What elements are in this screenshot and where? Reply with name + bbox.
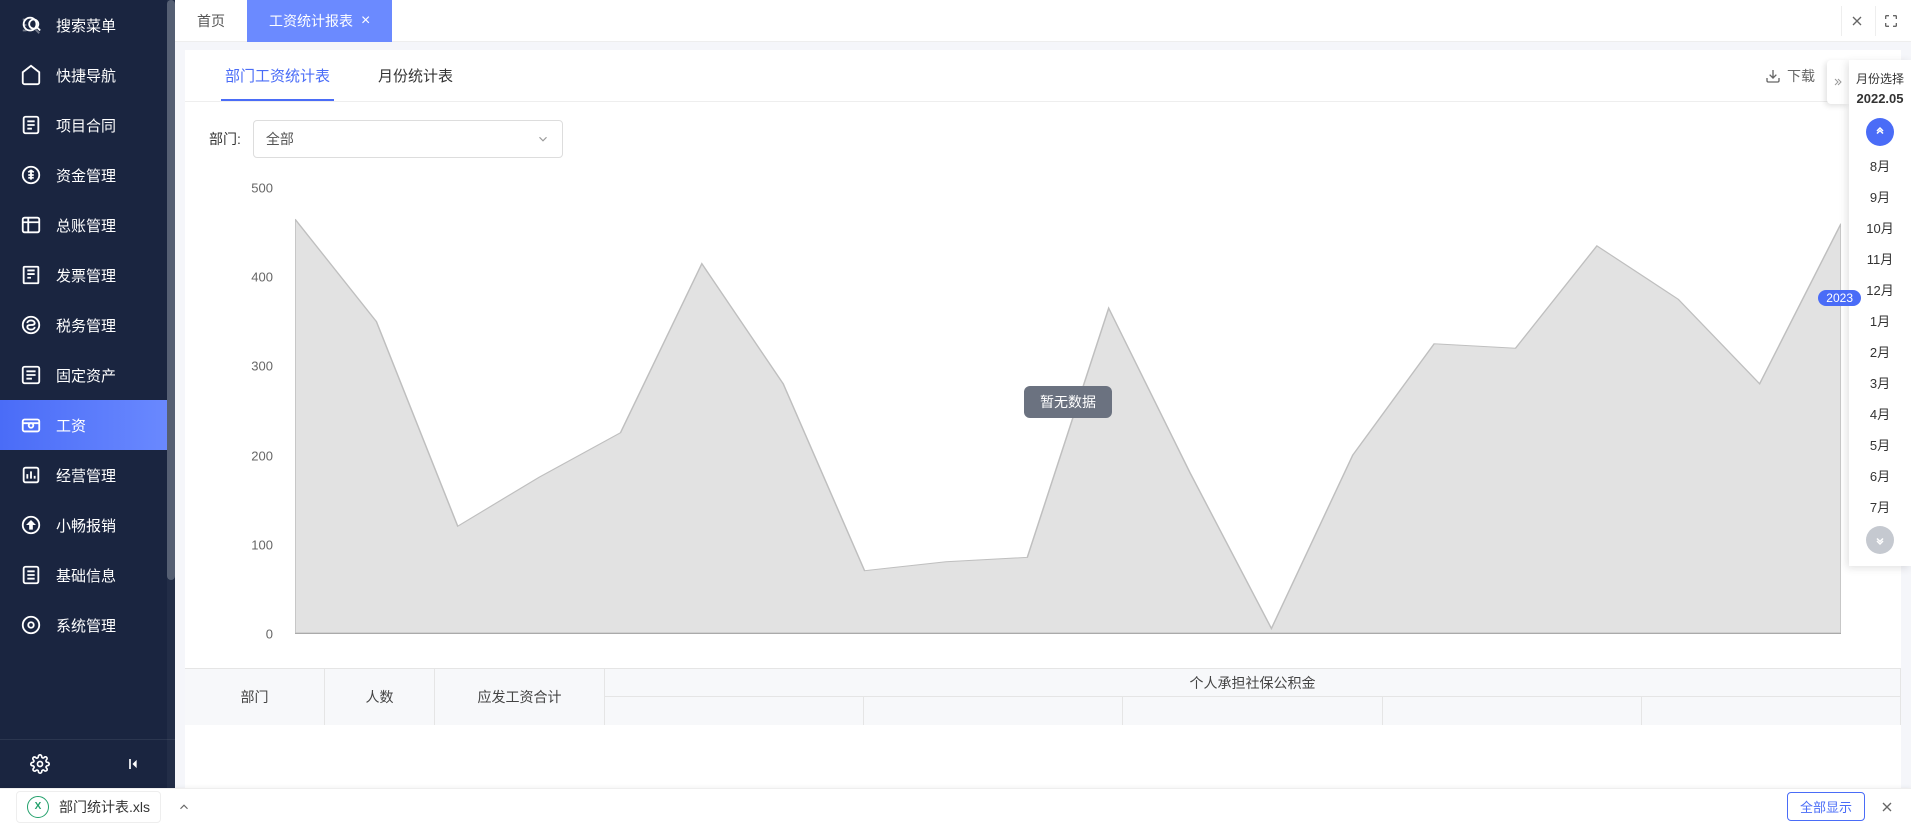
download-button[interactable]: 下载 xyxy=(1765,66,1815,86)
sidebar-item-biz[interactable]: 经营管理 xyxy=(0,450,175,500)
th-group: 个人承担社保公积金 xyxy=(605,669,1901,697)
sidebar-item-label: 经营管理 xyxy=(56,465,116,486)
sidebar-item-system[interactable]: 系统管理 xyxy=(0,600,175,650)
sidebar-item-label: 税务管理 xyxy=(56,315,116,336)
tax-icon xyxy=(20,314,42,336)
sidebar-item-label: 基础信息 xyxy=(56,565,116,586)
year-badge: 2023 xyxy=(1818,290,1861,306)
tabs-bar: 首页 工资统计报表 × xyxy=(175,0,1911,42)
sidebar-item-label: 总账管理 xyxy=(56,215,116,236)
th-count: 人数 xyxy=(325,669,435,725)
month-scroll-down[interactable] xyxy=(1866,526,1894,554)
month-panel-title: 月份选择 xyxy=(1849,68,1911,89)
y-tick: 200 xyxy=(251,448,273,463)
sidebar-item-label: 固定资产 xyxy=(56,365,116,386)
sidebar-item-salary[interactable]: 工资 xyxy=(0,400,175,450)
y-tick: 400 xyxy=(251,270,273,285)
inner-tab[interactable]: 部门工资统计表 xyxy=(201,51,354,100)
tab[interactable]: 首页 xyxy=(175,0,247,42)
main: 首页 工资统计报表 × 部门工资统计表月份统计表 下载 xyxy=(175,0,1911,788)
sidebar-scrollbar-thumb[interactable] xyxy=(167,0,175,580)
select-value: 全部 xyxy=(266,129,294,149)
sidebar-item-label: 系统管理 xyxy=(56,615,116,636)
table-header: 部门 人数 应发工资合计 个人承担社保公积金 xyxy=(185,668,1901,725)
show-all-button[interactable]: 全部显示 xyxy=(1787,792,1865,821)
tab-close-icon[interactable]: × xyxy=(361,13,370,29)
sidebar-item-search[interactable]: 搜索菜单 xyxy=(0,0,175,50)
tab-label: 工资统计报表 xyxy=(269,11,353,31)
tab-label: 首页 xyxy=(197,11,225,31)
filter-label: 部门: xyxy=(209,129,241,149)
system-icon xyxy=(20,614,42,636)
th-total: 应发工资合计 xyxy=(435,669,605,725)
download-bar: X 部门统计表.xls 全部显示 xyxy=(0,788,1911,824)
month-item[interactable]: 4月 xyxy=(1849,398,1911,429)
download-bar-close-icon[interactable] xyxy=(1879,799,1895,815)
sidebar-item-contract[interactable]: 项目合同 xyxy=(0,100,175,150)
collapse-sidebar-icon[interactable] xyxy=(125,754,145,774)
y-tick: 300 xyxy=(251,359,273,374)
inner-tab[interactable]: 月份统计表 xyxy=(354,51,477,100)
sidebar-item-label: 搜索菜单 xyxy=(56,15,116,36)
sidebar-item-label: 快捷导航 xyxy=(56,65,116,86)
content-card: 部门工资统计表月份统计表 下载 刷新 部门: 全部 xyxy=(185,50,1901,788)
sidebar-item-money[interactable]: 资金管理 xyxy=(0,150,175,200)
month-panel: 月份选择 2022.05 8月9月10月11月12月1月2月3月4月5月6月7月 xyxy=(1849,60,1911,566)
contract-icon xyxy=(20,114,42,136)
tab[interactable]: 工资统计报表 × xyxy=(247,0,392,42)
month-scroll-up[interactable] xyxy=(1866,118,1894,146)
month-item[interactable]: 3月 xyxy=(1849,367,1911,398)
month-item[interactable]: 6月 xyxy=(1849,460,1911,491)
fullscreen-icon[interactable] xyxy=(1875,6,1905,36)
invoice-icon xyxy=(20,264,42,286)
settings-icon[interactable] xyxy=(30,754,50,774)
month-item[interactable]: 11月 xyxy=(1849,243,1911,274)
search-icon xyxy=(20,14,42,36)
sidebar-item-label: 小畅报销 xyxy=(56,515,116,536)
salary-icon xyxy=(20,414,42,436)
no-data-badge: 暂无数据 xyxy=(1024,386,1112,418)
month-item[interactable]: 2月 xyxy=(1849,336,1911,367)
xls-icon: X xyxy=(27,796,49,818)
month-item[interactable]: 10月 xyxy=(1849,212,1911,243)
sidebar-item-label: 工资 xyxy=(56,415,86,436)
y-tick: 0 xyxy=(266,627,273,642)
asset-icon xyxy=(20,364,42,386)
salary-chart: 0 100 200 300 400 500 暂无数据 xyxy=(225,182,1861,652)
sidebar-item-invoice[interactable]: 发票管理 xyxy=(0,250,175,300)
ledger-icon xyxy=(20,214,42,236)
y-tick: 500 xyxy=(251,181,273,196)
sidebar-item-home[interactable]: 快捷导航 xyxy=(0,50,175,100)
sidebar-item-info[interactable]: 基础信息 xyxy=(0,550,175,600)
tabs-close-all-icon[interactable] xyxy=(1841,6,1871,36)
month-item[interactable]: 7月 xyxy=(1849,491,1911,522)
sidebar-item-label: 发票管理 xyxy=(56,265,116,286)
month-item[interactable]: 9月 xyxy=(1849,181,1911,212)
download-label: 下载 xyxy=(1787,66,1815,86)
y-tick: 100 xyxy=(251,537,273,552)
biz-icon xyxy=(20,464,42,486)
month-panel-date: 2022.05 xyxy=(1849,89,1911,114)
info-icon xyxy=(20,564,42,586)
sidebar-item-expense[interactable]: 小畅报销 xyxy=(0,500,175,550)
chevron-down-icon xyxy=(536,132,550,146)
month-item[interactable]: 8月 xyxy=(1849,150,1911,181)
th-department: 部门 xyxy=(185,669,325,725)
sidebar: 搜索菜单快捷导航项目合同资金管理总账管理发票管理税务管理固定资产工资经营管理小畅… xyxy=(0,0,175,788)
sidebar-item-ledger[interactable]: 总账管理 xyxy=(0,200,175,250)
sidebar-item-label: 项目合同 xyxy=(56,115,116,136)
file-chevron-up-icon[interactable] xyxy=(171,794,197,820)
file-name: 部门统计表.xls xyxy=(59,797,150,817)
department-select[interactable]: 全部 xyxy=(253,120,563,158)
month-item[interactable]: 1月 xyxy=(1849,305,1911,336)
expense-icon xyxy=(20,514,42,536)
sidebar-item-label: 资金管理 xyxy=(56,165,116,186)
sidebar-item-tax[interactable]: 税务管理 xyxy=(0,300,175,350)
sidebar-item-asset[interactable]: 固定资产 xyxy=(0,350,175,400)
month-panel-collapse[interactable] xyxy=(1827,60,1849,104)
month-item[interactable]: 5月 xyxy=(1849,429,1911,460)
home-icon xyxy=(20,64,42,86)
money-icon xyxy=(20,164,42,186)
downloaded-file[interactable]: X 部门统计表.xls xyxy=(16,791,161,823)
